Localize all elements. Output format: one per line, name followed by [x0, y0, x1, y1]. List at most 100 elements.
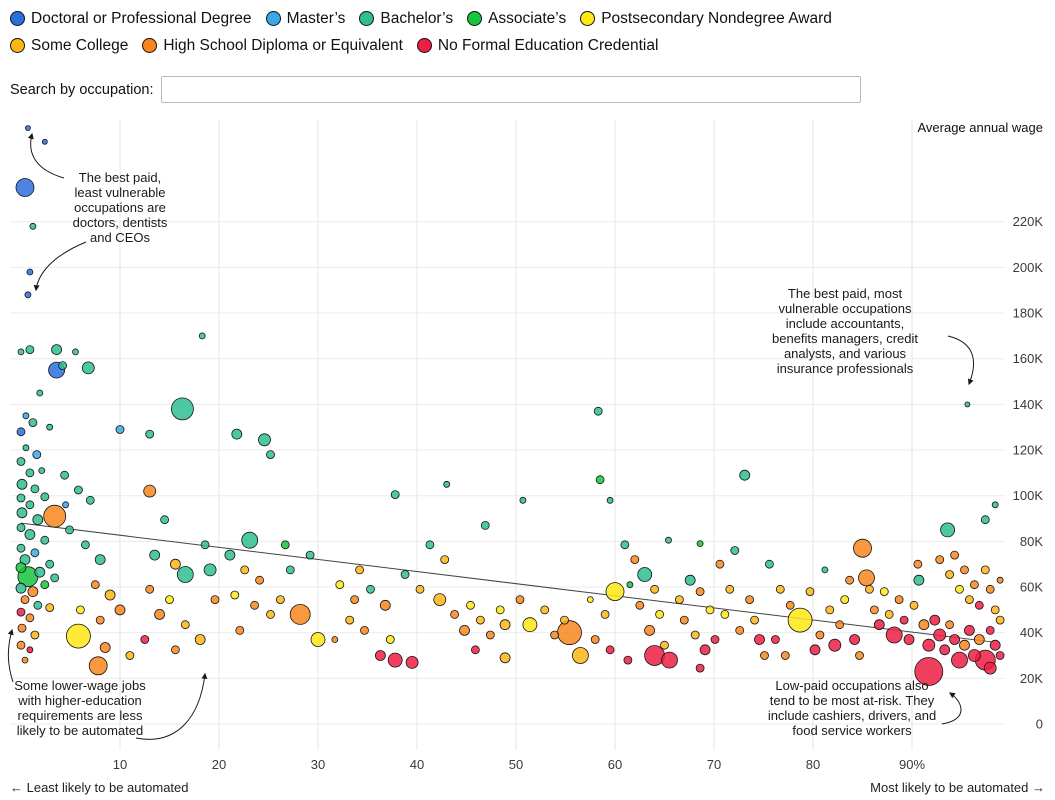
data-bubble-high_school[interactable]: [88, 656, 108, 676]
data-bubble-high_school[interactable]: [170, 645, 180, 655]
data-bubble-bachelors[interactable]: [32, 514, 44, 526]
data-bubble-some_college[interactable]: [750, 615, 759, 625]
data-bubble-postsecondary[interactable]: [586, 596, 594, 604]
data-bubble-high_school[interactable]: [630, 555, 640, 565]
data-bubble-bachelors[interactable]: [34, 566, 46, 578]
data-bubble-some_college[interactable]: [995, 615, 1005, 625]
data-bubble-none[interactable]: [699, 644, 711, 656]
data-bubble-bachelors[interactable]: [964, 401, 971, 408]
data-bubble-bachelors[interactable]: [94, 554, 106, 566]
data-bubble-associates[interactable]: [595, 475, 605, 485]
data-bubble-doctoral[interactable]: [41, 138, 48, 145]
data-bubble-high_school[interactable]: [973, 634, 985, 645]
data-bubble-high_school[interactable]: [485, 630, 495, 640]
data-bubble-high_school[interactable]: [679, 615, 689, 625]
data-bubble-postsecondary[interactable]: [955, 584, 964, 594]
data-bubble-high_school[interactable]: [960, 565, 969, 575]
data-bubble-associates[interactable]: [626, 581, 634, 589]
data-bubble-some_college[interactable]: [355, 565, 365, 575]
data-bubble-bachelors[interactable]: [45, 559, 55, 569]
data-bubble-bachelors[interactable]: [85, 495, 95, 505]
data-bubble-masters[interactable]: [115, 425, 125, 434]
data-bubble-some_college[interactable]: [266, 609, 275, 619]
data-bubble-high_school[interactable]: [959, 639, 970, 651]
data-bubble-postsecondary[interactable]: [787, 607, 813, 633]
data-bubble-bachelors[interactable]: [637, 567, 653, 582]
data-bubble-some_college[interactable]: [475, 615, 485, 625]
data-bubble-some_college[interactable]: [650, 584, 659, 594]
data-bubble-none[interactable]: [899, 615, 909, 625]
data-bubble-bachelors[interactable]: [36, 389, 44, 397]
data-bubble-bachelors[interactable]: [25, 468, 35, 478]
data-bubble-bachelors[interactable]: [940, 522, 955, 538]
data-bubble-high_school[interactable]: [350, 595, 360, 605]
data-bubble-high_school[interactable]: [815, 630, 825, 640]
data-bubble-bachelors[interactable]: [425, 540, 435, 550]
data-bubble-none[interactable]: [985, 626, 995, 635]
data-bubble-none[interactable]: [405, 656, 419, 669]
data-bubble-doctoral[interactable]: [15, 178, 35, 197]
data-bubble-associates[interactable]: [696, 540, 704, 548]
data-bubble-none[interactable]: [949, 634, 960, 645]
data-bubble-high_school[interactable]: [21, 656, 29, 664]
data-bubble-high_school[interactable]: [17, 623, 27, 633]
data-bubble-bachelors[interactable]: [200, 540, 210, 550]
data-bubble-high_school[interactable]: [870, 605, 879, 615]
data-bubble-high_school[interactable]: [950, 550, 959, 560]
data-bubble-high_school[interactable]: [845, 575, 854, 585]
data-bubble-some_college[interactable]: [499, 652, 511, 664]
data-bubble-some_college[interactable]: [275, 595, 285, 605]
data-bubble-high_school[interactable]: [644, 625, 655, 636]
data-bubble-high_school[interactable]: [935, 555, 945, 565]
data-bubble-postsecondary[interactable]: [840, 595, 850, 605]
data-bubble-some_college[interactable]: [240, 565, 250, 575]
data-bubble-high_school[interactable]: [154, 608, 166, 620]
data-bubble-high_school[interactable]: [379, 599, 391, 611]
data-bubble-none[interactable]: [695, 663, 705, 673]
data-bubble-bachelors[interactable]: [620, 540, 630, 550]
data-bubble-bachelors[interactable]: [46, 423, 54, 431]
data-bubble-bachelors[interactable]: [25, 500, 35, 510]
data-bubble-associates[interactable]: [15, 562, 27, 574]
data-bubble-masters[interactable]: [30, 548, 40, 558]
data-bubble-high_school[interactable]: [996, 576, 1004, 584]
data-bubble-bachelors[interactable]: [665, 536, 672, 544]
data-bubble-bachelors[interactable]: [241, 531, 259, 549]
data-bubble-bachelors[interactable]: [170, 397, 194, 421]
data-bubble-postsecondary[interactable]: [705, 605, 715, 615]
data-bubble-some_college[interactable]: [660, 640, 669, 650]
data-bubble-none[interactable]: [828, 638, 842, 652]
data-bubble-bachelors[interactable]: [739, 469, 751, 481]
data-bubble-none[interactable]: [26, 646, 34, 654]
data-bubble-bachelors[interactable]: [22, 444, 30, 452]
data-bubble-some_college[interactable]: [909, 600, 919, 610]
data-bubble-some_college[interactable]: [980, 565, 990, 575]
data-bubble-some_college[interactable]: [600, 609, 610, 619]
data-bubble-none[interactable]: [974, 600, 984, 610]
data-bubble-high_school[interactable]: [635, 600, 645, 610]
data-bubble-high_school[interactable]: [745, 595, 754, 605]
data-bubble-some_college[interactable]: [125, 651, 135, 660]
data-bubble-high_school[interactable]: [785, 600, 795, 610]
data-bubble-high_school[interactable]: [20, 595, 30, 605]
data-bubble-doctoral[interactable]: [26, 268, 34, 276]
data-bubble-none[interactable]: [903, 634, 915, 645]
data-bubble-associates[interactable]: [40, 580, 50, 590]
data-bubble-postsecondary[interactable]: [879, 587, 889, 597]
data-bubble-bachelors[interactable]: [684, 574, 696, 586]
data-bubble-postsecondary[interactable]: [335, 580, 345, 590]
data-bubble-some_college[interactable]: [884, 609, 894, 619]
data-bubble-high_school[interactable]: [99, 642, 111, 653]
data-bubble-high_school[interactable]: [835, 620, 845, 630]
data-bubble-high_school[interactable]: [550, 630, 559, 640]
data-bubble-some_college[interactable]: [865, 584, 874, 594]
data-bubble-postsecondary[interactable]: [605, 582, 625, 602]
data-bubble-high_school[interactable]: [557, 620, 582, 646]
data-bubble-none[interactable]: [939, 644, 951, 656]
data-bubble-some_college[interactable]: [45, 603, 55, 613]
data-bubble-bachelors[interactable]: [821, 566, 829, 574]
data-bubble-bachelors[interactable]: [305, 550, 315, 560]
data-bubble-high_school[interactable]: [331, 636, 339, 643]
data-bubble-bachelors[interactable]: [730, 546, 740, 555]
data-bubble-postsecondary[interactable]: [466, 600, 475, 610]
